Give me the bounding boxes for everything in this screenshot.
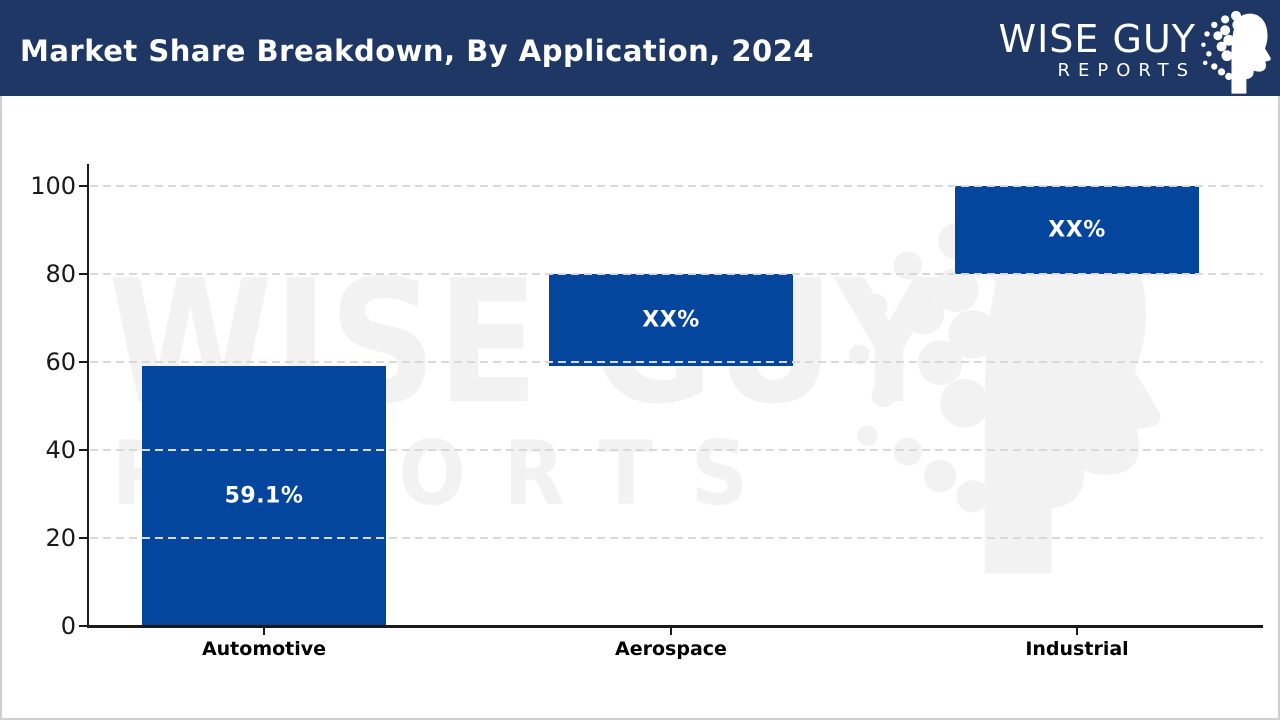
ytick-mark-80 [79,273,88,275]
ytick-mark-0 [79,625,88,627]
ytick-label-20: 20 [45,524,76,552]
logo-wordmark: WISE GUY [998,17,1196,61]
y-axis-spine [87,164,89,628]
xtick-mark-automotive [263,628,265,635]
bar-value-label: XX% [1048,217,1106,243]
header-bar: Market Share Breakdown, By Application, … [0,0,1280,96]
ytick-mark-40 [79,449,88,451]
x-axis-spine [87,625,1263,628]
xtick-label-industrial: Industrial [1025,638,1129,660]
ytick-mark-20 [79,537,88,539]
gridline-y100 [90,185,1263,187]
gridline-y60 [90,361,1263,363]
ytick-label-40: 40 [45,436,76,464]
ytick-label-60: 60 [45,348,76,376]
ytick-mark-60 [79,361,88,363]
wise-guy-reports-logo: WISE GUY REPORTS [999,4,1274,96]
ytick-label-0: 0 [60,612,76,640]
gridline-y80 [90,273,1263,275]
bar-value-label: 59.1% [224,483,304,509]
logo-subtitle: REPORTS [1057,60,1196,81]
xtick-label-aerospace: Aerospace [615,638,727,660]
xtick-label-automotive: Automotive [201,638,327,660]
ytick-mark-100 [79,185,88,187]
bar-automotive [142,365,386,626]
xtick-mark-aerospace [670,628,672,635]
logo-text: WISE GUY REPORTS [999,19,1196,81]
gridline-y40 [90,449,1263,451]
logo-dotted-head-icon [1201,10,1271,94]
bar-aerospace [549,273,793,366]
page-title: Market Share Breakdown, By Application, … [20,34,815,68]
bar-value-label: XX% [642,307,700,333]
ytick-label-80: 80 [45,260,76,288]
ytick-label-100: 100 [30,172,76,200]
xtick-mark-industrial [1076,628,1078,635]
gridline-y20 [90,537,1263,539]
